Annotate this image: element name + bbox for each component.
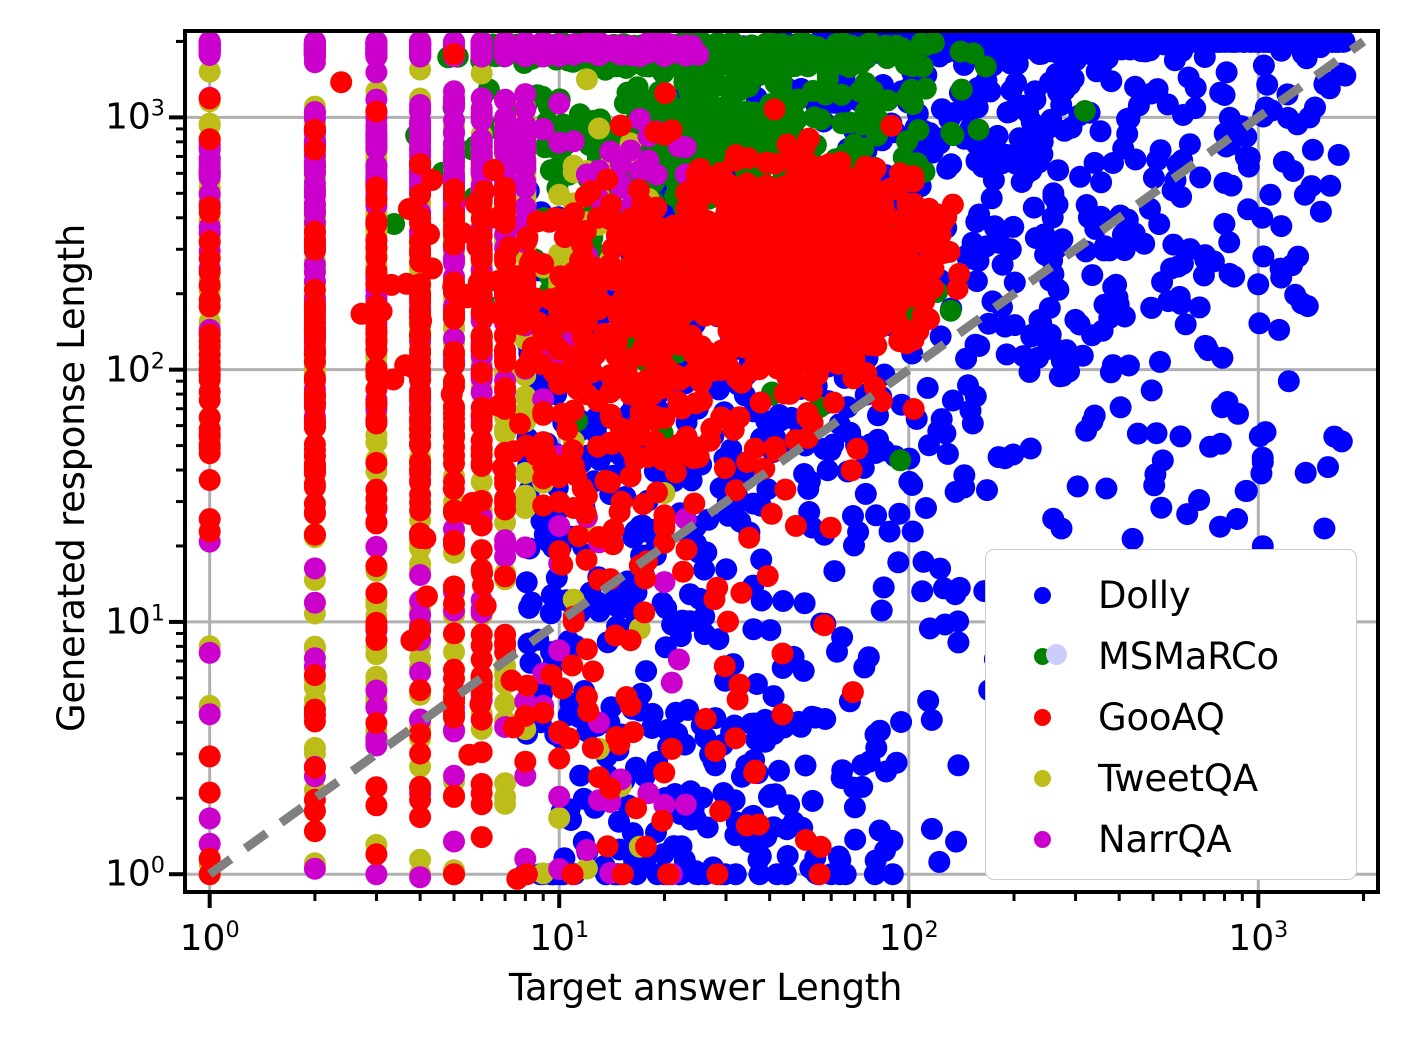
y-tick-label-0: 100 bbox=[104, 852, 165, 895]
x-tick-label-0: 100 bbox=[179, 917, 240, 959]
legend-swatch-cell bbox=[986, 747, 1098, 809]
plot-border bbox=[183, 29, 1380, 894]
x-tick-label-3: 103 bbox=[1228, 917, 1289, 959]
data-points bbox=[198, 31, 1357, 890]
legend-marker-dot-icon bbox=[1033, 830, 1051, 848]
legend-swatch-cell bbox=[986, 625, 1098, 687]
legend-label: TweetQA bbox=[1098, 756, 1258, 800]
legend-marker-dot-icon bbox=[1033, 586, 1051, 604]
x-tick-label-2: 102 bbox=[878, 917, 939, 959]
legend-label: NarrQA bbox=[1098, 817, 1232, 861]
legend-label: GooAQ bbox=[1098, 695, 1225, 739]
y-axis-label-wrap: Generated response Length bbox=[50, 48, 96, 908]
legend-swatch-cell bbox=[986, 808, 1098, 870]
legend-swatch-cell bbox=[986, 564, 1098, 626]
legend[interactable]: Dolly MSMaRCo GooAQ TweetQA NarrQA bbox=[985, 549, 1357, 880]
x-axis-label: Target answer Length bbox=[508, 966, 903, 1009]
legend-label: MSMaRCo bbox=[1098, 634, 1279, 678]
legend-marker-ghost-icon bbox=[1046, 644, 1067, 665]
legend-marker-dot-icon bbox=[1033, 708, 1051, 726]
legend-label: Dolly bbox=[1098, 573, 1191, 617]
legend-item-gooaq[interactable]: GooAQ bbox=[986, 686, 1358, 748]
legend-item-tweetqa[interactable]: TweetQA bbox=[986, 747, 1358, 809]
legend-item-msmarco[interactable]: MSMaRCo bbox=[986, 625, 1358, 687]
y-axis-label: Generated response Length bbox=[50, 224, 93, 732]
reference-line-y-equals-x bbox=[207, 37, 1367, 878]
x-tick-label-1: 101 bbox=[529, 917, 590, 959]
legend-item-dolly[interactable]: Dolly bbox=[986, 564, 1358, 626]
legend-item-narrqa[interactable]: NarrQA bbox=[986, 808, 1358, 870]
y-tick-label-2: 102 bbox=[104, 348, 165, 391]
legend-swatch-cell bbox=[986, 686, 1098, 748]
y-tick-label-3: 103 bbox=[104, 95, 165, 138]
legend-marker-dot-icon bbox=[1033, 769, 1051, 787]
y-tick-label-1: 101 bbox=[104, 600, 165, 643]
